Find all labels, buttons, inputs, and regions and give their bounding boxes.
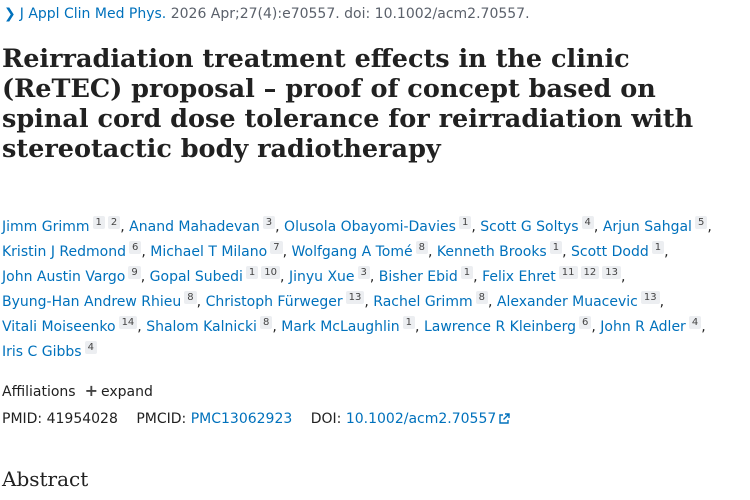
affiliation-number-badge[interactable]: 6 (128, 241, 142, 255)
affiliation-number-badge[interactable]: 3 (262, 216, 276, 230)
author-name-link[interactable]: Arjun Sahgal (602, 219, 692, 235)
affiliation-number-badge[interactable]: 13 (345, 291, 365, 305)
author-name-link[interactable]: Felix Ehret (482, 269, 556, 285)
affiliation-number-badge[interactable]: 1 (458, 216, 472, 230)
author-name-link[interactable]: Gopal Subedi (149, 269, 243, 285)
affiliation-number-badge[interactable]: 7 (270, 241, 283, 255)
author-name-link[interactable]: Kristin J Redmond (2, 244, 126, 260)
abstract-heading: Abstract (2, 467, 89, 491)
author-item: Arjun Sahgal 5, (602, 216, 712, 235)
author-item: Scott Dodd 1, (571, 241, 669, 260)
affiliation-number-badge[interactable]: 9 (128, 266, 141, 280)
affiliation-number-badge[interactable]: 13 (640, 291, 660, 305)
affiliations-row: Affiliations + expand (2, 381, 153, 402)
author-item: Mark McLaughlin 1, (281, 316, 420, 335)
author-item: Anand Mahadevan 3, (129, 216, 280, 235)
author-item: Christoph Fürweger 13, (205, 291, 369, 310)
affiliation-number-badge[interactable]: 14 (118, 316, 138, 330)
author-item: Iris C Gibbs 4 (2, 341, 97, 360)
author-item: Vitali Moiseenko 14, (2, 316, 142, 335)
citation-details: 2026 Apr;27(4):e70557. doi: 10.1002/acm2… (170, 6, 530, 22)
author-name-link[interactable]: Wolfgang A Tomé (291, 244, 413, 260)
author-item: Alexander Muacevic 13, (496, 291, 665, 310)
author-item: Scott G Soltys 4, (480, 216, 599, 235)
author-name-link[interactable]: Scott Dodd (571, 244, 649, 260)
author-item: Shalom Kalnicki 8, (146, 316, 277, 335)
affiliation-number-badge[interactable]: 4 (688, 316, 702, 330)
affiliation-number-badge[interactable]: 10 (261, 266, 281, 280)
affiliation-number-badge[interactable]: 12 (580, 266, 600, 280)
author-item: Lawrence R Kleinberg 6, (423, 316, 596, 335)
affiliation-number-badge[interactable]: 5 (694, 216, 708, 230)
affiliation-number-badge[interactable]: 8 (259, 316, 273, 330)
affiliation-number-badge[interactable]: 2 (107, 216, 121, 230)
affiliation-number-badge[interactable]: 8 (475, 291, 488, 305)
author-name-link[interactable]: Kenneth Brooks (436, 244, 547, 260)
affiliation-number-badge[interactable]: 8 (184, 291, 197, 305)
external-link-icon[interactable] (498, 413, 510, 425)
author-name-link[interactable]: John R Adler (600, 319, 686, 335)
author-item: Rachel Grimm 8, (373, 291, 493, 310)
affiliation-number-badge[interactable]: 1 (460, 266, 474, 280)
pmcid-link[interactable]: PMC13062923 (190, 411, 293, 427)
affiliation-number-badge[interactable]: 1 (402, 316, 416, 330)
chevron-right-icon[interactable]: ❯ (4, 6, 16, 22)
author-name-link[interactable]: Scott G Soltys (480, 219, 579, 235)
affiliation-number-badge[interactable]: 6 (578, 316, 592, 330)
author-item: John R Adler 4, (600, 316, 706, 335)
author-name-link[interactable]: Jimm Grimm (2, 219, 90, 235)
doi-link[interactable]: 10.1002/acm2.70557 (345, 411, 497, 427)
author-name-link[interactable]: Mark McLaughlin (281, 319, 400, 335)
author-item: Kristin J Redmond 6, (2, 241, 146, 260)
author-item: Gopal Subedi 1 10, (149, 266, 285, 285)
affiliations-label: Affiliations (2, 384, 76, 400)
author-item: Michael T Milano 7, (150, 241, 288, 260)
affiliation-number-badge[interactable]: 4 (84, 341, 97, 355)
author-name-link[interactable]: John Austin Vargo (2, 269, 126, 285)
author-item: Felix Ehret 11 12 13, (482, 266, 626, 285)
author-name-link[interactable]: Olusola Obayomi-Davies (284, 219, 456, 235)
authors-list: Jimm Grimm 1 2, Anand Mahadevan 3, Olusola … (2, 215, 750, 365)
author-name-link[interactable]: Alexander Muacevic (496, 294, 638, 310)
author-item: Wolfgang A Tomé 8, (291, 241, 433, 260)
author-name-link[interactable]: Anand Mahadevan (129, 219, 260, 235)
pmid-value: 41954028 (46, 411, 118, 427)
author-item: Olusola Obayomi-Davies 1, (284, 216, 476, 235)
author-item: Jimm Grimm 1 2, (2, 216, 125, 235)
doi-label: DOI: (310, 411, 342, 427)
plus-icon[interactable]: + (84, 381, 98, 400)
affiliation-number-badge[interactable]: 1 (92, 216, 105, 230)
author-name-link[interactable]: Michael T Milano (150, 244, 268, 260)
affiliations-expand-button[interactable]: expand (101, 384, 153, 400)
author-name-link[interactable]: Christoph Fürweger (205, 294, 343, 310)
pmcid-label: PMCID: (136, 411, 187, 427)
author-name-link[interactable]: Jinyu Xue (288, 269, 355, 285)
author-name-link[interactable]: Rachel Grimm (373, 294, 473, 310)
author-name-link[interactable]: Bisher Ebid (378, 269, 458, 285)
author-name-link[interactable]: Vitali Moiseenko (2, 319, 116, 335)
author-name-link[interactable]: Byung-Han Andrew Rhieu (2, 294, 182, 310)
affiliation-number-badge[interactable]: 3 (357, 266, 370, 280)
affiliation-number-badge[interactable]: 13 (602, 266, 621, 280)
journal-link[interactable]: J Appl Clin Med Phys. (19, 6, 167, 22)
affiliation-number-badge[interactable]: 1 (245, 266, 259, 280)
affiliation-number-badge[interactable]: 4 (581, 216, 594, 230)
author-item: Kenneth Brooks 1, (436, 241, 567, 260)
article-title: Reirradiation treatment effects in the c… (2, 44, 694, 164)
author-name-link[interactable]: Lawrence R Kleinberg (423, 319, 576, 335)
author-name-link[interactable]: Shalom Kalnicki (146, 319, 257, 335)
author-item: Byung-Han Andrew Rhieu 8, (2, 291, 202, 310)
author-name-link[interactable]: Iris C Gibbs (2, 344, 82, 360)
pmid-label: PMID: (2, 411, 43, 427)
affiliation-number-badge[interactable]: 8 (415, 241, 428, 255)
affiliation-number-badge[interactable]: 1 (651, 241, 665, 255)
author-item: John Austin Vargo 9, (2, 266, 146, 285)
author-item: Jinyu Xue 3, (288, 266, 375, 285)
author-item: Bisher Ebid 1, (378, 266, 478, 285)
citation-line: ❯ J Appl Clin Med Phys. 2026 Apr;27(4):e7… (4, 4, 530, 24)
identifiers-row: PMID: 41954028 PMCID: PMC13062923 DOI: 1… (2, 409, 510, 429)
affiliation-number-badge[interactable]: 1 (549, 241, 563, 255)
affiliation-number-badge[interactable]: 11 (558, 266, 578, 280)
